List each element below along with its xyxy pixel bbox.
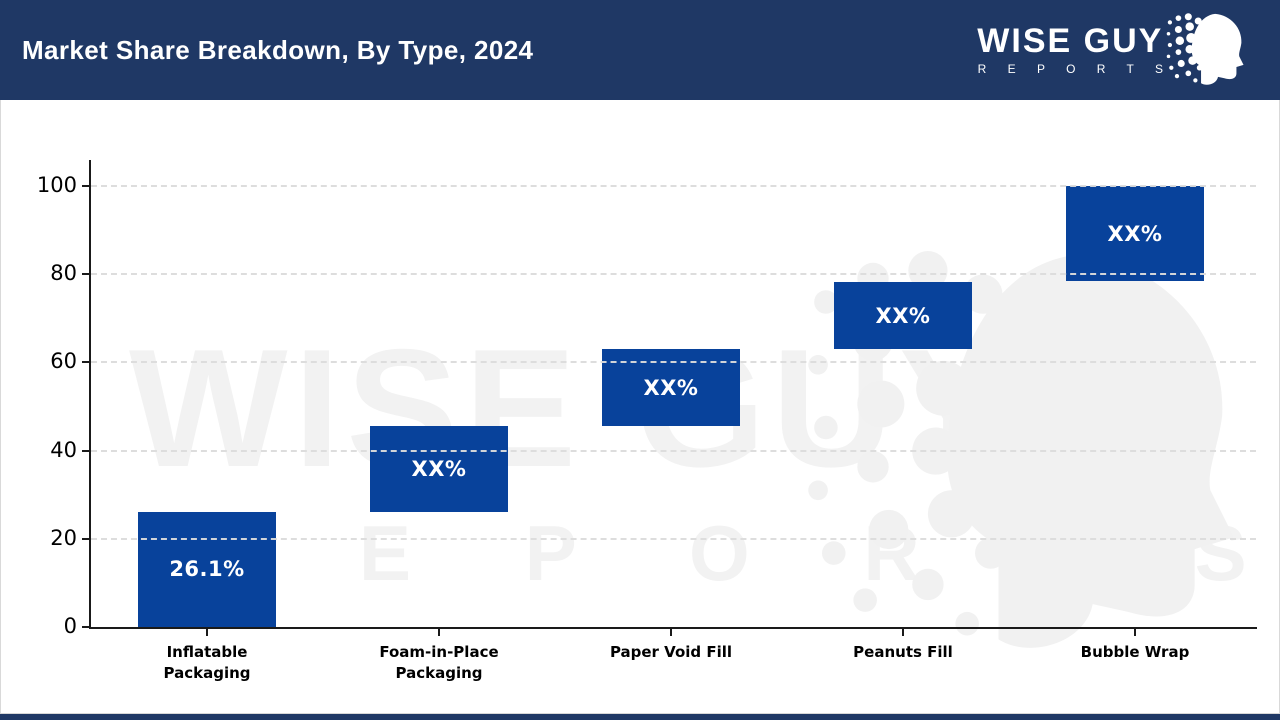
gridline <box>91 361 1256 364</box>
x-tick-mark <box>438 629 440 636</box>
footer-bar <box>0 714 1280 720</box>
y-tick-mark <box>82 185 90 187</box>
bar-value-label: XX% <box>643 375 699 400</box>
bar: XX% <box>1066 186 1204 282</box>
gridline <box>91 185 1256 187</box>
y-tick-label: 40 <box>50 437 77 462</box>
bar: XX% <box>834 282 972 350</box>
x-axis-line <box>89 627 1257 629</box>
bar-value-label: 26.1% <box>169 557 245 582</box>
bar-value-label: XX% <box>875 303 931 328</box>
logo-wordmark: WISE GUY <box>977 22 1164 60</box>
gridline <box>91 537 1256 540</box>
gridline <box>91 273 1256 276</box>
x-category-label: Foam-in-Place Packaging <box>379 643 499 682</box>
x-category-label: Paper Void Fill <box>609 643 733 661</box>
bar-value-label: XX% <box>411 456 467 481</box>
y-tick-label: 100 <box>36 173 77 197</box>
y-tick-label: 0 <box>63 614 77 638</box>
x-tick-mark <box>902 629 904 636</box>
y-tick-mark <box>82 626 90 628</box>
x-category-label: Peanuts Fill <box>853 643 953 661</box>
bar: XX% <box>370 425 508 512</box>
logo-subtitle: R E P O R T S <box>977 62 1172 76</box>
bar-value-label: XX% <box>1107 221 1163 246</box>
bar: 26.1% <box>138 511 276 627</box>
chart-canvas: WISE GUY R E P O R T S 0 20 40 60 80 100 26.1%… <box>0 100 1280 713</box>
y-tick-label: 20 <box>50 525 77 550</box>
dotted-face-icon <box>1166 13 1244 85</box>
page-title: Market Share Breakdown, By Type, 2024 <box>22 34 534 65</box>
y-tick-mark <box>82 537 90 540</box>
x-category-label: Bubble Wrap <box>1080 643 1190 661</box>
bottom-divider <box>0 713 1280 714</box>
y-tick-mark <box>82 449 90 452</box>
y-axis-line <box>89 160 91 629</box>
wise-guy-reports-logo: WISE GUY R E P O R T S <box>969 6 1252 94</box>
gridline <box>91 449 1256 452</box>
y-tick-label: 80 <box>50 261 77 286</box>
y-tick-mark <box>82 361 90 364</box>
y-tick-label: 60 <box>50 349 77 374</box>
x-tick-mark <box>206 629 208 636</box>
header-bar: Market Share Breakdown, By Type, 2024 WI… <box>0 0 1280 100</box>
x-tick-mark <box>1134 629 1136 636</box>
x-tick-mark <box>670 629 672 636</box>
y-tick-mark <box>82 273 90 276</box>
x-category-label: Inflatable Packaging <box>163 643 251 682</box>
logo-text: WISE GUY R E P O R T S <box>969 24 1172 76</box>
